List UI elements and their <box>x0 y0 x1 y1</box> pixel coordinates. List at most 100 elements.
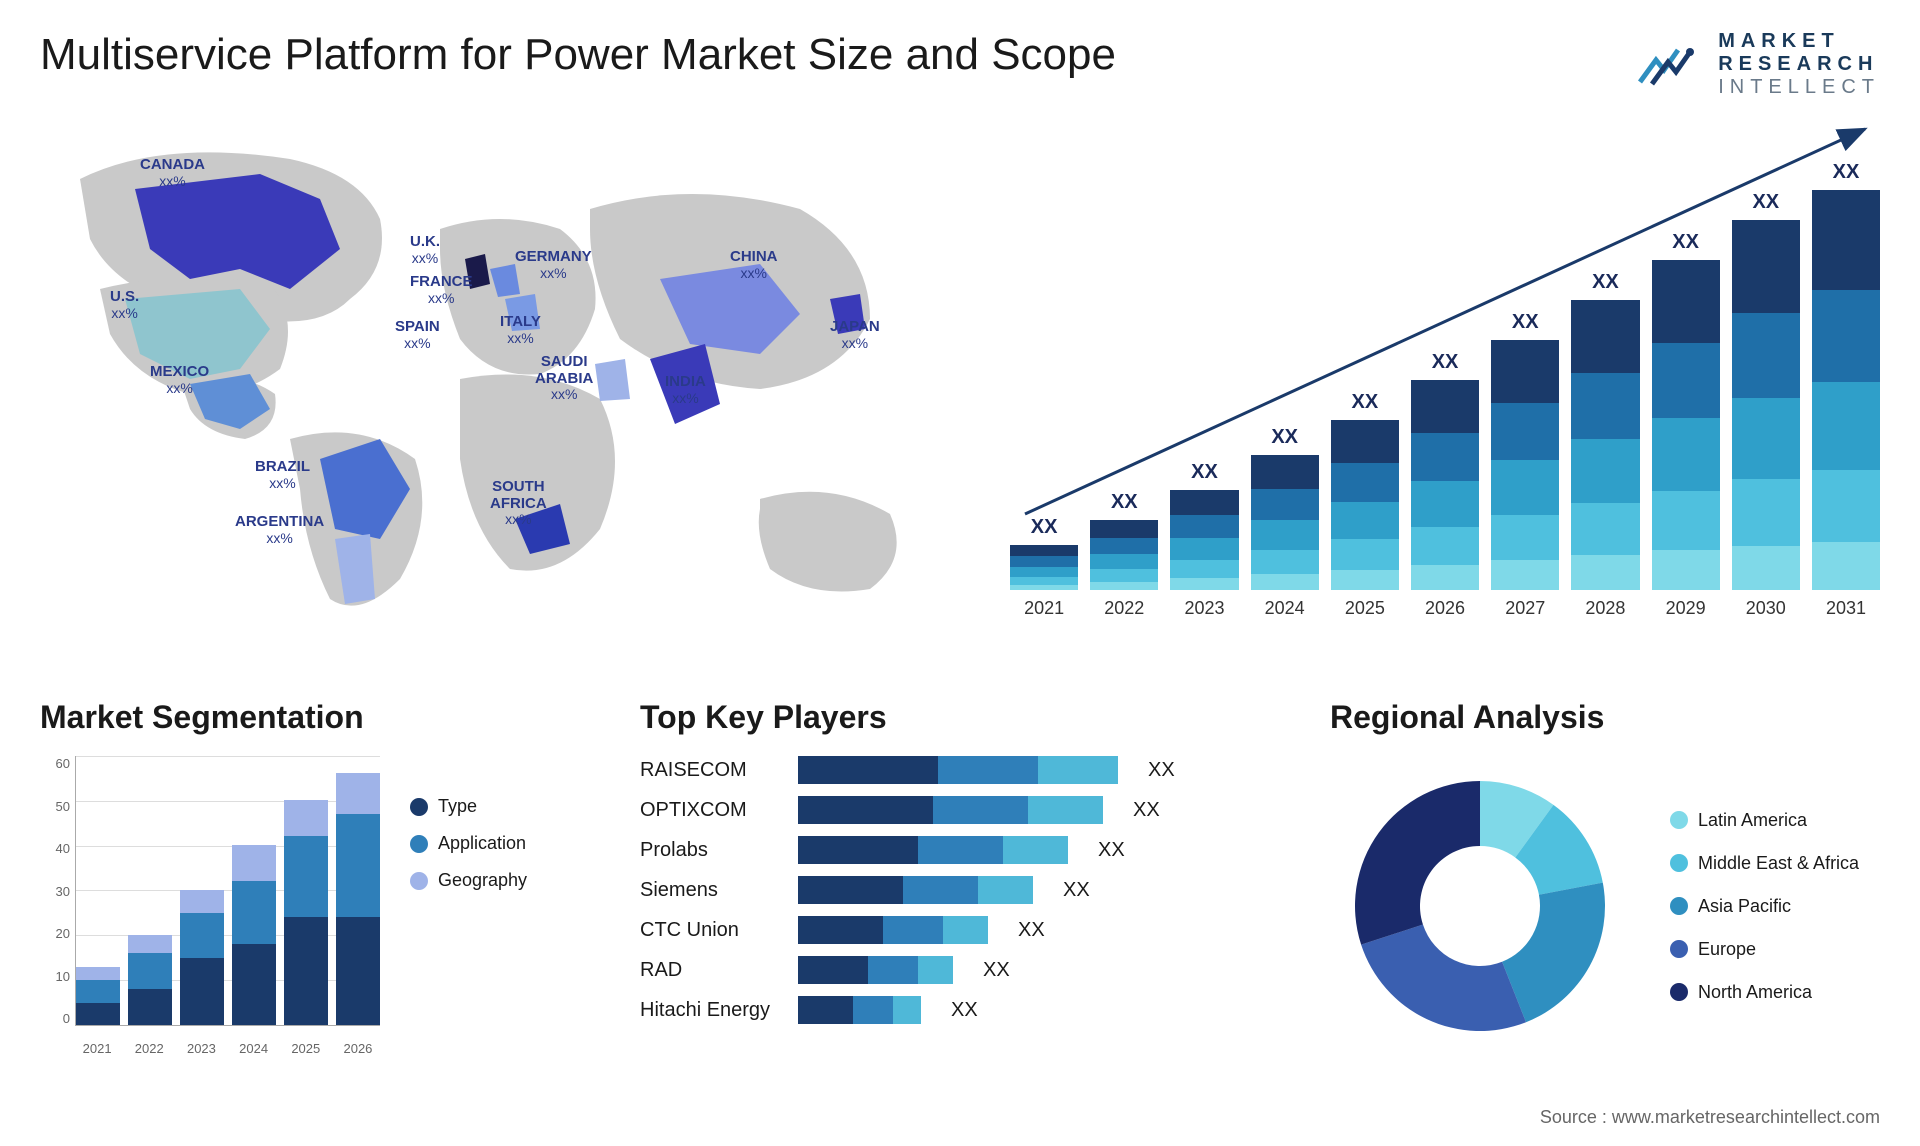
player-row-siemens: Siemens XX <box>640 876 1290 904</box>
logo-line3: INTELLECT <box>1718 76 1880 99</box>
player-value: XX <box>951 999 978 1022</box>
trend-col-2027: XX 2027 <box>1491 311 1559 619</box>
trend-col-2022: XX2022 <box>1090 491 1158 619</box>
trend-value: XX <box>1592 271 1619 294</box>
seg-col-2026 <box>336 773 380 1025</box>
trend-value: XX <box>1191 461 1218 484</box>
player-name: RAISECOM <box>640 759 780 782</box>
map-label-argentina: ARGENTINAxx% <box>235 514 324 546</box>
brand-logo: MARKET RESEARCH INTELLECT <box>1638 30 1880 99</box>
player-name: Hitachi Energy <box>640 999 780 1022</box>
page-title: Multiservice Platform for Power Market S… <box>40 30 1116 80</box>
trend-value: XX <box>1833 161 1860 184</box>
trend-year-label: 2021 <box>1024 598 1064 619</box>
trend-value: XX <box>1031 516 1058 539</box>
seg-legend-type: Type <box>410 796 527 817</box>
map-label-italy: ITALYxx% <box>500 314 541 346</box>
player-value: XX <box>1148 759 1175 782</box>
logo-line1: MARKET <box>1718 30 1880 53</box>
trend-chart: XX2021XX2022XX2023XX2024XX2025XX2026XX20… <box>1010 119 1880 659</box>
map-label-india: INDIAxx% <box>665 374 706 406</box>
map-label-spain: SPAINxx% <box>395 319 440 351</box>
player-value: XX <box>1018 919 1045 942</box>
trend-year-label: 2023 <box>1184 598 1224 619</box>
player-name: OPTIXCOM <box>640 799 780 822</box>
player-row-rad: RAD XX <box>640 956 1290 984</box>
player-name: Siemens <box>640 879 780 902</box>
players-panel: Top Key Players RAISECOMXXOPTIXCOMXXProl… <box>640 699 1290 1056</box>
trend-year-label: 2029 <box>1666 598 1706 619</box>
map-label-germany: GERMANYxx% <box>515 249 592 281</box>
trend-year-label: 2031 <box>1826 598 1866 619</box>
seg-col-2021 <box>76 967 120 1026</box>
seg-legend-application: Application <box>410 833 527 854</box>
map-label-brazil: BRAZILxx% <box>255 459 310 491</box>
seg-col-2023 <box>180 890 224 1025</box>
region-legend-north-america: North America <box>1670 982 1859 1003</box>
player-value: XX <box>1098 839 1125 862</box>
seg-col-2025 <box>284 800 328 1025</box>
logo-line2: RESEARCH <box>1718 53 1880 76</box>
map-label-china: CHINAxx% <box>730 249 778 281</box>
player-row-ctc-union: CTC Union XX <box>640 916 1290 944</box>
player-bar <box>798 836 1068 864</box>
region-legend-latin-america: Latin America <box>1670 810 1859 831</box>
map-label-canada: CANADAxx% <box>140 157 205 189</box>
map-label-mexico: MEXICOxx% <box>150 364 209 396</box>
trend-value: XX <box>1672 231 1699 254</box>
player-value: XX <box>983 959 1010 982</box>
donut-slice-north-america <box>1355 781 1480 945</box>
player-row-optixcom: OPTIXCOMXX <box>640 796 1290 824</box>
trend-col-2025: XX2025 <box>1331 391 1399 619</box>
world-map-panel: CANADAxx% U.S.xx% MEXICOxx% BRAZILxx% ARGENT… <box>40 119 970 659</box>
map-label-south-africa: SOUTHAFRICAxx% <box>490 479 547 527</box>
player-name: CTC Union <box>640 919 780 942</box>
trend-year-label: 2025 <box>1345 598 1385 619</box>
map-label-u-s-: U.S.xx% <box>110 289 139 321</box>
map-label-saudi-arabia: SAUDIARABIAxx% <box>535 354 593 402</box>
regional-donut <box>1330 756 1630 1056</box>
seg-col-2024 <box>232 845 276 1025</box>
trend-value: XX <box>1432 351 1459 374</box>
trend-col-2024: XX 2024 <box>1251 426 1319 619</box>
player-bar <box>798 796 1103 824</box>
trend-year-label: 2026 <box>1425 598 1465 619</box>
player-row-raisecom: RAISECOM XX <box>640 756 1290 784</box>
map-label-japan: JAPANxx% <box>830 319 880 351</box>
logo-icon <box>1638 40 1708 90</box>
trend-value: XX <box>1271 426 1298 449</box>
players-title: Top Key Players <box>640 699 1290 736</box>
player-name: Prolabs <box>640 839 780 862</box>
trend-year-label: 2027 <box>1505 598 1545 619</box>
regional-panel: Regional Analysis Latin AmericaMiddle Ea… <box>1330 699 1880 1056</box>
player-row-prolabs: Prolabs XX <box>640 836 1290 864</box>
trend-col-2023: XX 2023 <box>1170 461 1238 619</box>
donut-slice-europe <box>1361 925 1526 1031</box>
trend-col-2031: XX 2031 <box>1812 161 1880 619</box>
player-value: XX <box>1063 879 1090 902</box>
trend-col-2028: XX 2028 <box>1571 271 1639 619</box>
trend-col-2030: XX2030 <box>1732 191 1800 619</box>
region-legend-asia-pacific: Asia Pacific <box>1670 896 1859 917</box>
player-bar <box>798 876 1033 904</box>
segmentation-title: Market Segmentation <box>40 699 600 736</box>
player-bar <box>798 916 988 944</box>
map-label-france: FRANCExx% <box>410 274 473 306</box>
player-bar <box>798 996 921 1024</box>
map-label-u-k-: U.K.xx% <box>410 234 440 266</box>
player-bar <box>798 956 953 984</box>
player-name: RAD <box>640 959 780 982</box>
trend-col-2029: XX 2029 <box>1652 231 1720 619</box>
segmentation-legend: TypeApplicationGeography <box>410 756 527 1056</box>
trend-col-2021: XX 2021 <box>1010 516 1078 619</box>
trend-year-label: 2030 <box>1746 598 1786 619</box>
segmentation-panel: Market Segmentation 0102030405060 202120… <box>40 699 600 1056</box>
region-legend-middle-east-africa: Middle East & Africa <box>1670 853 1859 874</box>
regional-legend: Latin America Middle East & Africa Asia Pa… <box>1670 810 1859 1003</box>
trend-col-2026: XX 2026 <box>1411 351 1479 619</box>
seg-col-2022 <box>128 935 172 1025</box>
trend-year-label: 2028 <box>1585 598 1625 619</box>
trend-value: XX <box>1512 311 1539 334</box>
trend-year-label: 2024 <box>1265 598 1305 619</box>
player-row-hitachi-energy: Hitachi Energy XX <box>640 996 1290 1024</box>
